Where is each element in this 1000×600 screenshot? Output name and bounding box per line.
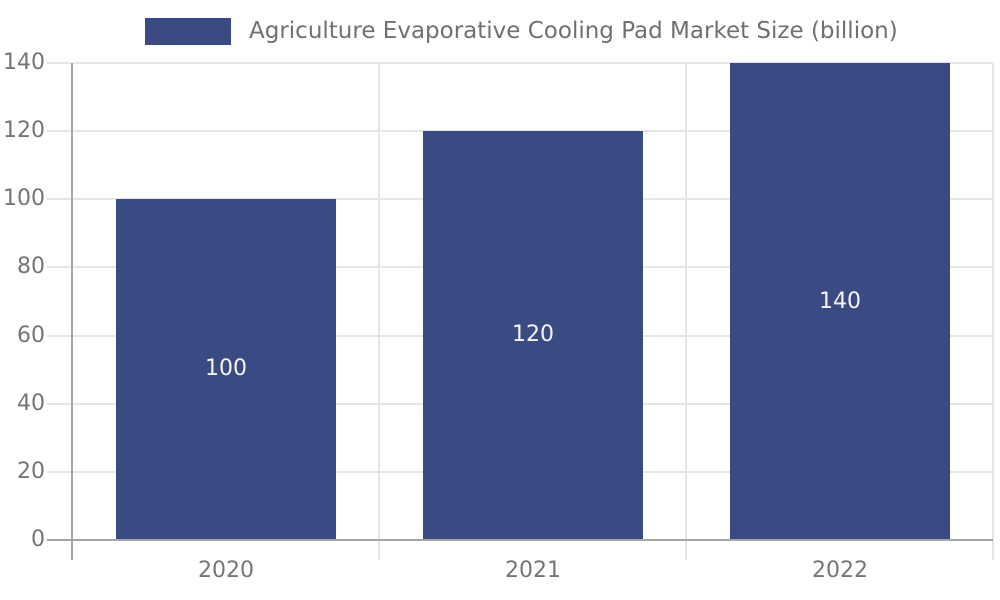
bar[interactable]: 100	[116, 199, 336, 540]
bar-value-label: 100	[205, 356, 247, 381]
legend-swatch	[145, 17, 231, 45]
x-axis-spine	[47, 539, 993, 541]
legend-label: Agriculture Evaporative Cooling Pad Mark…	[249, 18, 898, 44]
bar-value-label: 140	[819, 289, 861, 314]
y-tick-label: 40	[17, 391, 45, 416]
y-tick-label: 80	[17, 254, 45, 279]
y-axis-spine	[71, 63, 73, 560]
gridline-vertical	[685, 63, 687, 560]
x-tick-label: 2021	[505, 558, 561, 583]
y-tick-label: 20	[17, 459, 45, 484]
y-tick-label: 0	[31, 527, 45, 552]
bar-value-label: 120	[512, 322, 554, 347]
y-tick-label: 140	[3, 50, 45, 75]
gridline-horizontal	[47, 62, 993, 64]
x-tick-label: 2020	[198, 558, 254, 583]
bar[interactable]: 120	[423, 131, 643, 540]
gridline-vertical	[992, 63, 994, 560]
y-tick-label: 120	[3, 118, 45, 143]
y-tick-label: 100	[3, 186, 45, 211]
gridline-vertical	[378, 63, 380, 560]
y-tick-label: 60	[17, 323, 45, 348]
x-tick-label: 2022	[812, 558, 868, 583]
legend: Agriculture Evaporative Cooling Pad Mark…	[145, 14, 898, 48]
bar[interactable]: 140	[730, 63, 950, 540]
